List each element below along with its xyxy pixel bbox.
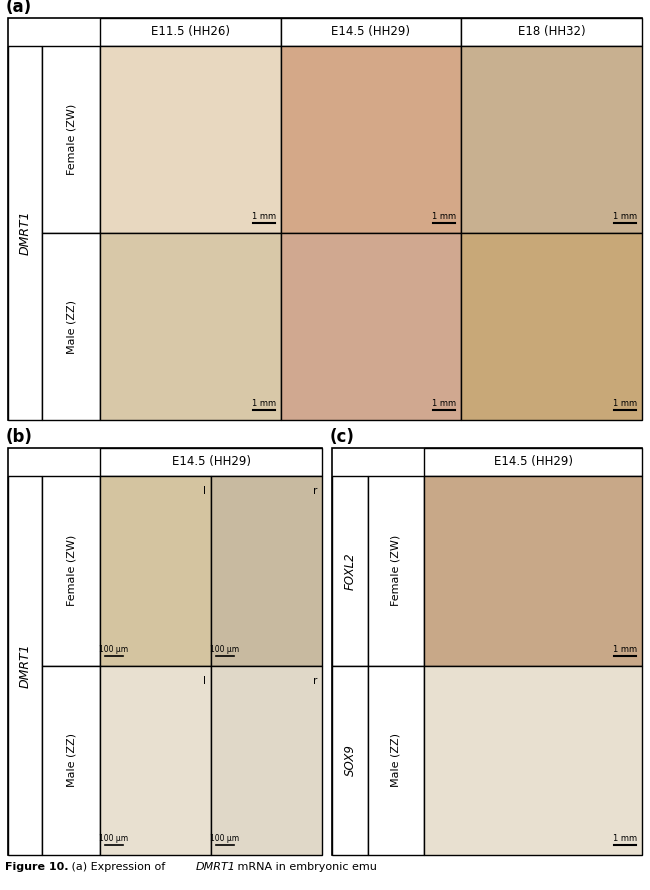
Bar [211, 666, 322, 855]
Bar [281, 233, 462, 420]
Bar [8, 46, 42, 420]
Bar [424, 476, 642, 666]
Text: Female (ZW): Female (ZW) [391, 535, 401, 606]
Bar [281, 18, 462, 46]
Text: DMRT1: DMRT1 [18, 211, 31, 255]
Text: (a): (a) [6, 0, 32, 16]
Bar [8, 476, 42, 855]
Text: E11.5 (HH26): E11.5 (HH26) [151, 26, 230, 38]
Text: DMRT1: DMRT1 [196, 862, 236, 872]
Text: l: l [203, 486, 206, 496]
Bar [100, 18, 281, 46]
Bar [100, 448, 322, 476]
Bar [42, 666, 100, 855]
Bar [100, 476, 211, 666]
Text: E14.5 (HH29): E14.5 (HH29) [172, 456, 250, 468]
Text: Female (ZW): Female (ZW) [66, 104, 76, 175]
Text: Male (ZZ): Male (ZZ) [66, 733, 76, 788]
Text: l: l [203, 676, 206, 685]
Text: (a) Expression of: (a) Expression of [68, 862, 169, 872]
Bar [42, 476, 100, 666]
Text: (b): (b) [6, 428, 33, 446]
Text: (c): (c) [330, 428, 355, 446]
Text: E18 (HH32): E18 (HH32) [518, 26, 586, 38]
Bar [211, 476, 322, 666]
Bar [100, 46, 281, 233]
Text: SOX9: SOX9 [343, 744, 356, 776]
Text: E14.5 (HH29): E14.5 (HH29) [493, 456, 573, 468]
Bar [462, 46, 642, 233]
Bar [368, 666, 424, 855]
Bar [8, 18, 642, 420]
Bar [462, 233, 642, 420]
Text: 1 mm: 1 mm [613, 399, 637, 408]
Bar [332, 448, 642, 855]
Bar [332, 666, 368, 855]
Text: E14.5 (HH29): E14.5 (HH29) [332, 26, 411, 38]
Bar [424, 448, 642, 476]
Bar [462, 18, 642, 46]
Bar [332, 476, 368, 666]
Bar [368, 476, 424, 666]
Text: Female (ZW): Female (ZW) [66, 535, 76, 606]
Bar [100, 233, 281, 420]
Text: 100 μm: 100 μm [211, 834, 240, 843]
Text: 1 mm: 1 mm [252, 212, 276, 221]
Bar [42, 46, 100, 233]
Bar [100, 666, 211, 855]
Text: 1 mm: 1 mm [432, 399, 456, 408]
Text: mRNA in embryonic emu: mRNA in embryonic emu [234, 862, 377, 872]
Text: 1 mm: 1 mm [613, 834, 637, 843]
Text: 100 μm: 100 μm [99, 834, 129, 843]
Text: 1 mm: 1 mm [613, 212, 637, 221]
Text: Male (ZZ): Male (ZZ) [66, 300, 76, 353]
Bar [281, 46, 462, 233]
Text: 100 μm: 100 μm [211, 644, 240, 653]
Bar [42, 233, 100, 420]
Text: r: r [313, 676, 317, 685]
Text: 1 mm: 1 mm [432, 212, 456, 221]
Text: 100 μm: 100 μm [99, 644, 129, 653]
Bar [8, 448, 322, 855]
Text: DMRT1: DMRT1 [18, 643, 31, 688]
Text: Figure 10.: Figure 10. [5, 862, 68, 872]
Text: r: r [313, 486, 317, 496]
Bar [424, 666, 642, 855]
Text: 1 mm: 1 mm [613, 644, 637, 653]
Text: FOXL2: FOXL2 [343, 552, 356, 589]
Text: Male (ZZ): Male (ZZ) [391, 733, 401, 788]
Text: 1 mm: 1 mm [252, 399, 276, 408]
